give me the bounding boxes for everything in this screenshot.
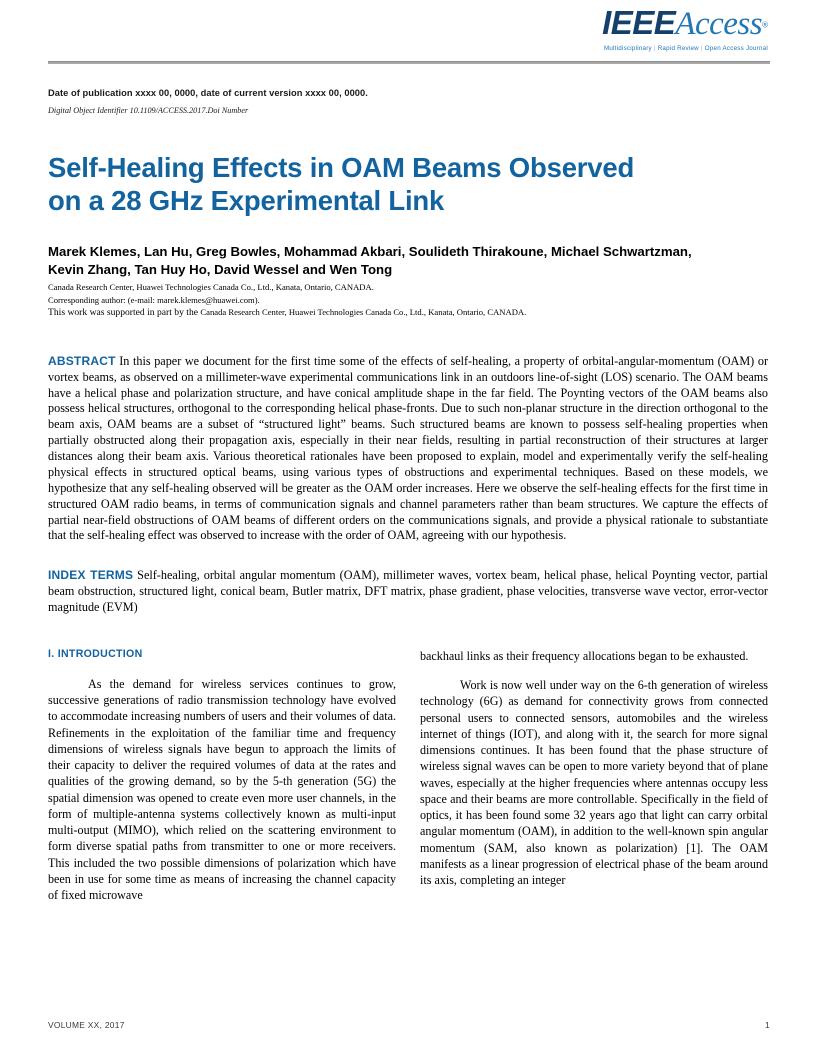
ieee-wordmark: IEEE <box>602 4 676 41</box>
logo-wordmark: IEEEAccess® <box>602 6 768 41</box>
logo-tagline: Multidisciplinary | Rapid Review | Open Acce… <box>602 45 768 52</box>
registered-mark-icon: ® <box>762 20 768 30</box>
doi-line: Digital Object Identifier 10.1109/ACCESS… <box>48 106 249 115</box>
paragraph: As the demand for wireless services cont… <box>48 676 396 903</box>
page-title: Self-Healing Effects in OAM Beams Observ… <box>48 151 748 217</box>
header-divider <box>48 61 770 64</box>
author-list: Marek Klemes, Lan Hu, Greg Bowles, Moham… <box>48 244 692 277</box>
tagline-open-access: Open Access Journal <box>704 45 768 52</box>
affiliation-block: Canada Research Center, Huawei Technolog… <box>48 281 768 320</box>
affiliation-line: Canada Research Center, Huawei Technolog… <box>48 282 374 293</box>
index-terms-block: INDEX TERMS Self-healing, orbital angula… <box>48 568 768 616</box>
abstract-text: In this paper we document for the first … <box>48 353 768 543</box>
title-line-1: Self-Healing Effects in OAM Beams Observ… <box>48 152 635 183</box>
page-header: IEEEAccess® Multidisciplinary | Rapid Revi… <box>48 0 768 62</box>
publication-meta: Date of publication xxxx 00, 0000, date … <box>48 88 768 115</box>
paragraph: backhaul links as their frequency alloca… <box>420 648 749 663</box>
tagline-separator-1: | <box>653 45 656 52</box>
paragraph: Work is now well under way on the 6-th g… <box>420 678 768 888</box>
body-columns: I. INTRODUCTION As the demand for wirele… <box>48 648 768 904</box>
section-heading-introduction: I. INTRODUCTION <box>48 647 143 660</box>
footer-page-number: 1 <box>765 1020 770 1030</box>
title-line-2: on a 28 GHz Experimental Link <box>48 185 445 216</box>
funding-body: Canada Research Center, Huawei Technolog… <box>200 307 527 317</box>
funding-prefix: This work was supported in part by the <box>48 307 201 318</box>
left-column: I. INTRODUCTION As the demand for wirele… <box>48 648 396 904</box>
index-terms-label: INDEX TERMS <box>48 568 134 583</box>
access-wordmark: Access <box>675 6 763 42</box>
publication-date-line: Date of publication xxxx 00, 0000, date … <box>48 88 368 98</box>
tagline-multidisciplinary: Multidisciplinary <box>603 45 652 52</box>
footer-volume: VOLUME XX, 2017 <box>48 1020 125 1030</box>
right-column: backhaul links as their frequency alloca… <box>420 648 768 904</box>
funding-line: This work was supported in part by the C… <box>48 306 768 320</box>
corresponding-author-line: Corresponding author: (e-mail: marek.kle… <box>48 294 260 305</box>
page-footer: VOLUME XX, 2017 1 <box>48 1020 770 1030</box>
index-terms-text: Self-healing, orbital angular momentum (… <box>48 568 768 614</box>
abstract-label: ABSTRACT <box>48 353 116 368</box>
abstract-block: ABSTRACT In this paper we document for t… <box>48 354 768 544</box>
tagline-rapid-review: Rapid Review <box>657 45 699 52</box>
ieee-access-logo: IEEEAccess® Multidisciplinary | Rapid Revi… <box>602 6 768 52</box>
tagline-separator-2: | <box>700 45 703 52</box>
